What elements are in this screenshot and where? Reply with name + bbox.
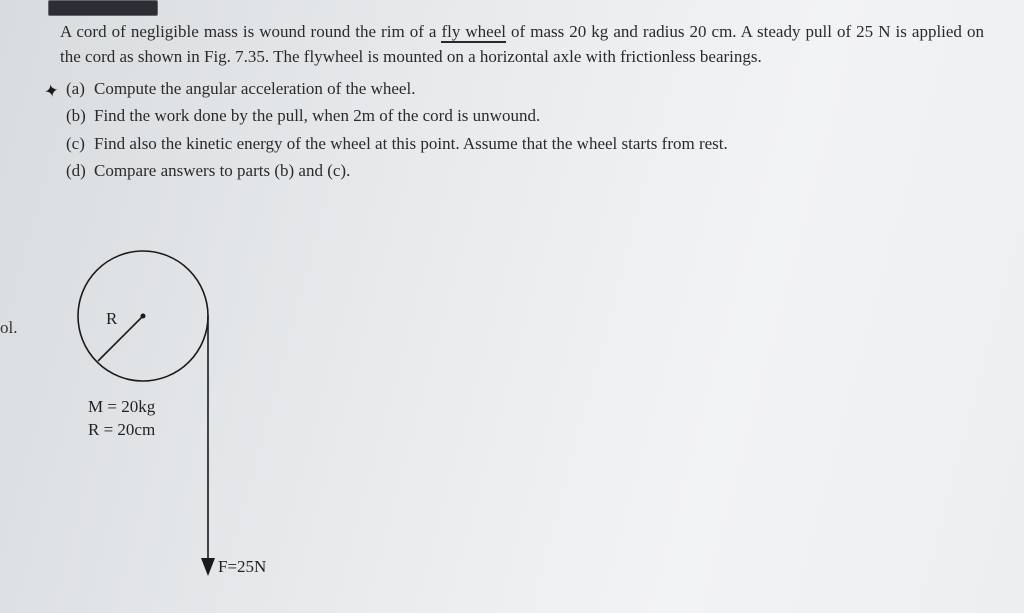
figure-radius-letter: R <box>106 308 117 331</box>
problem-intro: A cord of negligible mass is wound round… <box>60 20 984 69</box>
part-marker-wrap: (d) <box>66 157 94 184</box>
figure-radius-line: R = 20cm <box>88 419 155 442</box>
problem-part: ✦(a)Compute the angular acceleration of … <box>66 75 984 102</box>
part-marker-wrap: ✦(a) <box>66 75 94 102</box>
solution-label: ol. <box>0 318 17 338</box>
header-badge <box>48 0 158 16</box>
problem-part: (b) Find the work done by the pull, when … <box>66 102 984 129</box>
part-marker: (d) <box>66 157 86 184</box>
part-text: Compare answers to parts (b) and (c). <box>94 157 984 184</box>
intro-underlined: fly wheel <box>441 22 506 43</box>
part-marker: (c) <box>66 130 85 157</box>
star-icon: ✦ <box>42 76 62 107</box>
figure-mass-line: M = 20kg <box>88 396 155 419</box>
part-marker-wrap: (b) <box>66 102 94 129</box>
part-text: Find also the kinetic energy of the whee… <box>94 130 984 157</box>
part-marker-wrap: (c) <box>66 130 94 157</box>
part-text: Compute the angular acceleration of the … <box>94 75 984 102</box>
figure-values: M = 20kg R = 20cm <box>88 396 155 442</box>
intro-before: A cord of negligible mass is wound round… <box>60 22 441 41</box>
figure-force-label: F=25N <box>218 556 266 579</box>
problem-part: (c) Find also the kinetic energy of the w… <box>66 130 984 157</box>
part-marker: (a) <box>66 75 85 102</box>
problem-parts: ✦(a)Compute the angular acceleration of … <box>66 75 984 184</box>
part-marker: (b) <box>66 102 86 129</box>
figure-diagram: R M = 20kg R = 20cm F=25N <box>68 236 288 596</box>
part-text: Find the work done by the pull, when 2m … <box>94 102 984 129</box>
problem-part: (d) Compare answers to parts (b) and (c). <box>66 157 984 184</box>
